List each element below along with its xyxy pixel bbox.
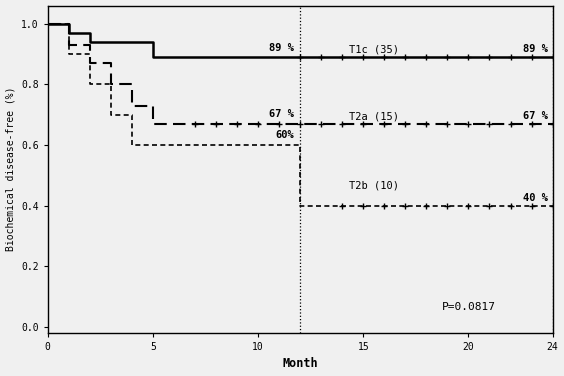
Y-axis label: Biochemical disease-free (%): Biochemical disease-free (%) — [6, 87, 16, 252]
Text: 40 %: 40 % — [523, 193, 548, 203]
Text: 67 %: 67 % — [269, 109, 294, 119]
Text: 60%: 60% — [275, 130, 294, 140]
Text: 67 %: 67 % — [523, 111, 548, 121]
Text: 89 %: 89 % — [269, 42, 294, 53]
Text: P=0.0817: P=0.0817 — [442, 302, 495, 312]
X-axis label: Month: Month — [283, 358, 318, 370]
Text: 89 %: 89 % — [523, 44, 548, 55]
Text: T2b (10): T2b (10) — [349, 181, 399, 191]
Text: T1c (35): T1c (35) — [349, 44, 399, 55]
Text: T2a (15): T2a (15) — [349, 111, 399, 121]
